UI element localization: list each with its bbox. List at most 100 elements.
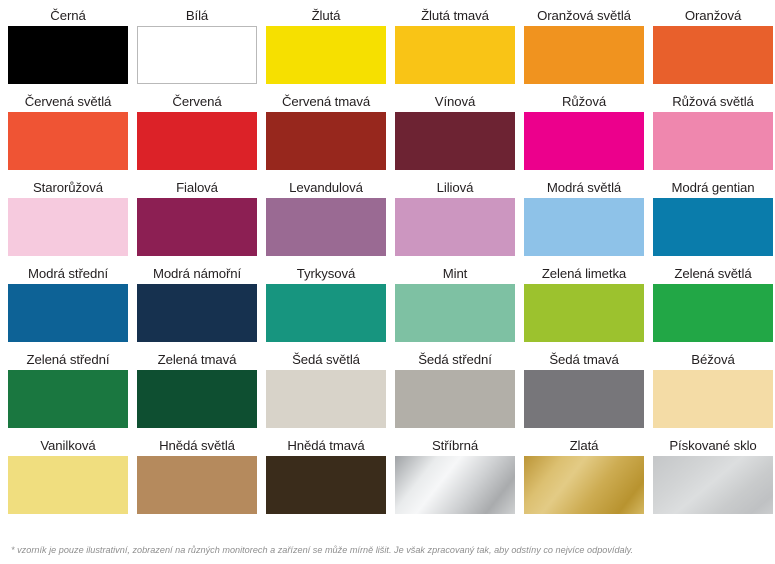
swatch-cell[interactable]: Růžová světlá <box>653 90 773 176</box>
swatch-cell[interactable]: Zelená střední <box>8 348 128 434</box>
swatch-label: Pískované sklo <box>669 437 757 453</box>
swatch-cell[interactable]: Oranžová <box>653 4 773 90</box>
swatch-chip[interactable] <box>395 26 515 84</box>
swatch-label: Starorůžová <box>32 179 103 195</box>
swatch-chip[interactable] <box>266 112 386 170</box>
swatch-chip[interactable] <box>653 456 773 514</box>
swatch-chip[interactable] <box>653 112 773 170</box>
swatch-chip[interactable] <box>266 198 386 256</box>
swatch-label: Modrá námořní <box>152 265 242 281</box>
swatch-cell[interactable]: Béžová <box>653 348 773 434</box>
swatch-chip[interactable] <box>8 370 128 428</box>
swatch-cell[interactable]: Černá <box>8 4 128 90</box>
swatch-label: Tyrkysová <box>296 265 356 281</box>
swatch-cell[interactable]: Žlutá tmavá <box>395 4 515 90</box>
swatch-chip[interactable] <box>524 112 644 170</box>
swatch-cell[interactable]: Modrá námořní <box>137 262 257 348</box>
swatch-chip[interactable] <box>8 456 128 514</box>
swatch-cell[interactable]: Pískované sklo <box>653 434 773 520</box>
swatch-cell[interactable]: Bílá <box>137 4 257 90</box>
swatch-label: Zelená střední <box>26 351 110 367</box>
swatch-chip[interactable] <box>395 370 515 428</box>
swatch-label: Zelená tmavá <box>157 351 237 367</box>
swatch-cell[interactable]: Červená <box>137 90 257 176</box>
swatch-chip[interactable] <box>137 112 257 170</box>
swatch-cell[interactable]: Tyrkysová <box>266 262 386 348</box>
swatch-grid: Černá Bílá Žlutá Žlutá tmavá Oranžová světlá… <box>8 4 773 520</box>
swatch-chip[interactable] <box>8 112 128 170</box>
swatch-label: Vanilková <box>40 437 96 453</box>
swatch-cell[interactable]: Stříbrná <box>395 434 515 520</box>
swatch-cell[interactable]: Zelená limetka <box>524 262 644 348</box>
swatch-chip[interactable] <box>266 284 386 342</box>
swatch-label: Červená světlá <box>24 93 112 109</box>
swatch-chip[interactable] <box>8 198 128 256</box>
swatch-chip[interactable] <box>137 284 257 342</box>
swatch-label: Šedá střední <box>418 351 492 367</box>
swatch-chip[interactable] <box>653 26 773 84</box>
swatch-cell[interactable]: Hnědá tmavá <box>266 434 386 520</box>
swatch-cell[interactable]: Zlatá <box>524 434 644 520</box>
swatch-cell[interactable]: Zelená tmavá <box>137 348 257 434</box>
swatch-chip[interactable] <box>653 284 773 342</box>
swatch-chip[interactable] <box>137 198 257 256</box>
swatch-label: Fialová <box>176 179 218 195</box>
swatch-label: Červená tmavá <box>281 93 371 109</box>
swatch-chip[interactable] <box>395 456 515 514</box>
swatch-label: Hnědá světlá <box>159 437 235 453</box>
swatch-chip[interactable] <box>395 112 515 170</box>
swatch-chip[interactable] <box>137 26 257 84</box>
swatch-cell[interactable]: Fialová <box>137 176 257 262</box>
swatch-cell[interactable]: Zelená světlá <box>653 262 773 348</box>
swatch-chip[interactable] <box>524 456 644 514</box>
swatch-chip[interactable] <box>137 456 257 514</box>
swatch-cell[interactable]: Červená světlá <box>8 90 128 176</box>
swatch-chip[interactable] <box>653 370 773 428</box>
swatch-cell[interactable]: Šedá světlá <box>266 348 386 434</box>
swatch-chip[interactable] <box>8 26 128 84</box>
swatch-label: Černá <box>50 7 86 23</box>
swatch-chip[interactable] <box>395 198 515 256</box>
swatch-label: Modrá gentian <box>671 179 755 195</box>
swatch-cell[interactable]: Červená tmavá <box>266 90 386 176</box>
swatch-chip[interactable] <box>137 370 257 428</box>
swatch-cell[interactable]: Oranžová světlá <box>524 4 644 90</box>
swatch-cell[interactable]: Liliová <box>395 176 515 262</box>
swatch-cell[interactable]: Růžová <box>524 90 644 176</box>
swatch-chip[interactable] <box>524 284 644 342</box>
swatch-cell[interactable]: Vínová <box>395 90 515 176</box>
swatch-chip[interactable] <box>266 26 386 84</box>
swatch-cell[interactable]: Žlutá <box>266 4 386 90</box>
swatch-label: Levandulová <box>289 179 363 195</box>
swatch-cell[interactable]: Mint <box>395 262 515 348</box>
swatch-cell[interactable]: Modrá gentian <box>653 176 773 262</box>
swatch-label: Červená <box>172 93 222 109</box>
swatch-label: Oranžová <box>684 7 742 23</box>
swatch-label: Žlutá tmavá <box>421 7 489 23</box>
swatch-label: Zlatá <box>569 437 599 453</box>
swatch-label: Šedá světlá <box>292 351 360 367</box>
footnote-disclaimer: * vzorník je pouze ilustrativní, zobraze… <box>11 545 634 555</box>
swatch-chip[interactable] <box>8 284 128 342</box>
swatch-chip[interactable] <box>524 26 644 84</box>
swatch-cell[interactable]: Šedá střední <box>395 348 515 434</box>
swatch-cell[interactable]: Šedá tmavá <box>524 348 644 434</box>
swatch-chip[interactable] <box>395 284 515 342</box>
swatch-cell[interactable]: Modrá světlá <box>524 176 644 262</box>
swatch-label: Mint <box>442 265 468 281</box>
swatch-cell[interactable]: Levandulová <box>266 176 386 262</box>
swatch-cell[interactable]: Vanilková <box>8 434 128 520</box>
swatch-label: Růžová <box>561 93 607 109</box>
swatch-label: Hnědá tmavá <box>287 437 365 453</box>
swatch-cell[interactable]: Starorůžová <box>8 176 128 262</box>
swatch-label: Zelená světlá <box>674 265 752 281</box>
swatch-chip[interactable] <box>266 370 386 428</box>
swatch-chip[interactable] <box>653 198 773 256</box>
swatch-cell[interactable]: Hnědá světlá <box>137 434 257 520</box>
swatch-cell[interactable]: Modrá střední <box>8 262 128 348</box>
swatch-label: Oranžová světlá <box>537 7 631 23</box>
swatch-chip[interactable] <box>524 198 644 256</box>
swatch-chip[interactable] <box>266 456 386 514</box>
swatch-chip[interactable] <box>524 370 644 428</box>
